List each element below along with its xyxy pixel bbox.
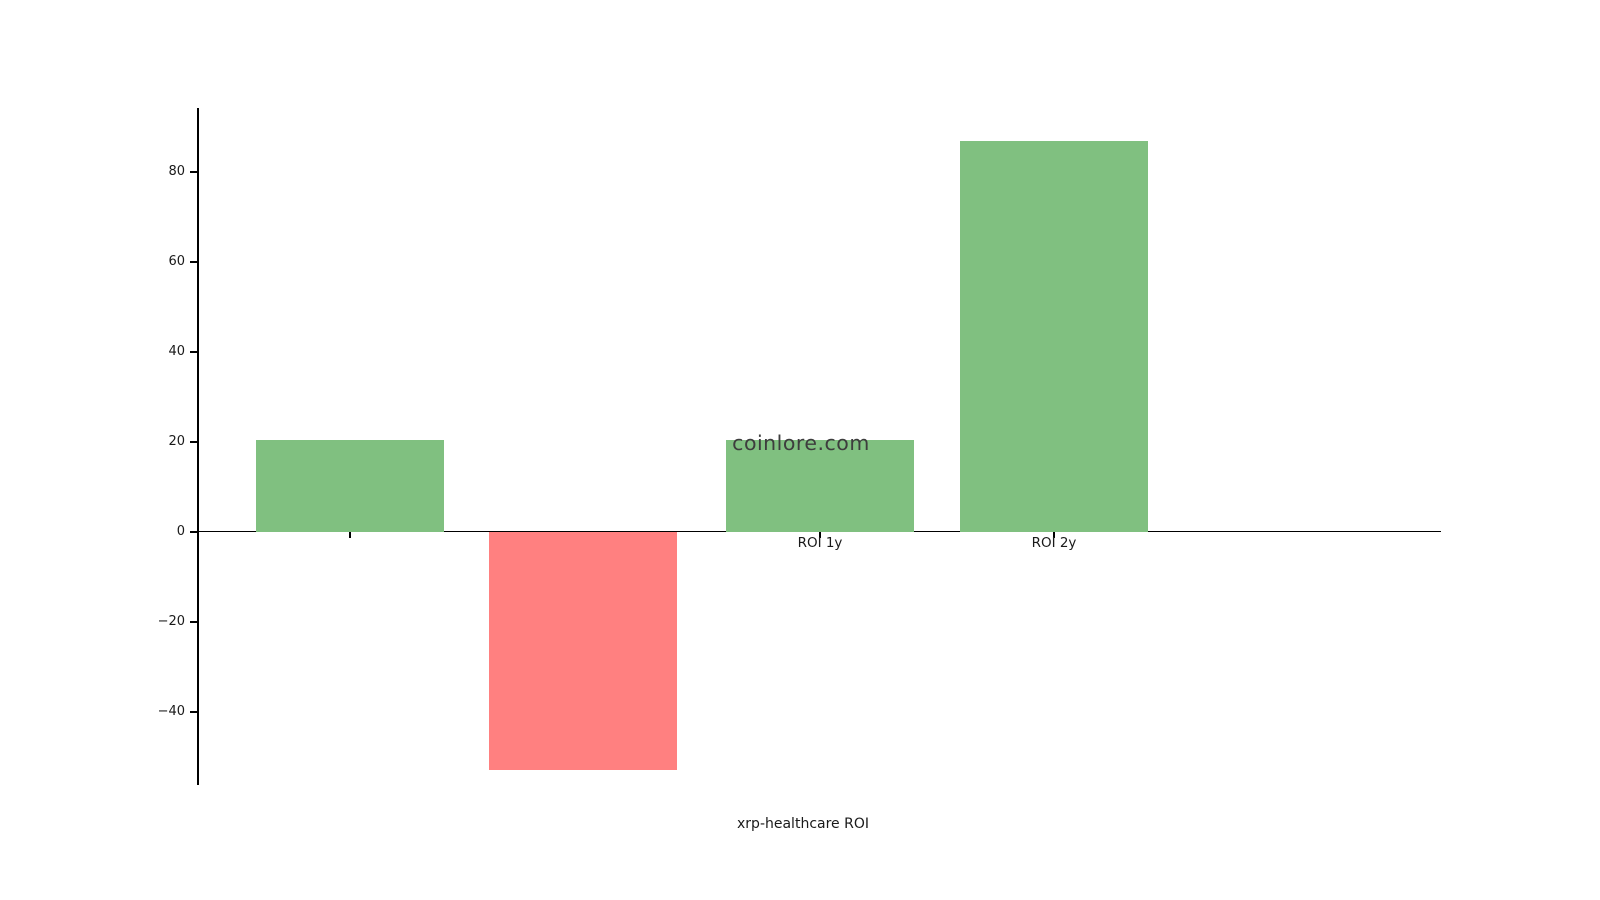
y-tick-label: −20 bbox=[157, 614, 185, 629]
chart-title: xrp-healthcare ROI bbox=[737, 816, 869, 832]
y-tick-label: −40 bbox=[157, 704, 185, 719]
watermark-text: coinlore.com bbox=[732, 431, 870, 455]
bar-category-2 bbox=[489, 532, 677, 771]
y-tick-label: 40 bbox=[168, 344, 185, 359]
y-tick-label: 0 bbox=[176, 524, 185, 539]
y-tick-label: 20 bbox=[168, 434, 185, 449]
y-tick-label: 60 bbox=[168, 254, 185, 269]
bar-roi-2y bbox=[960, 140, 1148, 532]
y-tick-mark bbox=[190, 441, 197, 443]
y-tick-mark bbox=[190, 351, 197, 353]
y-tick-mark bbox=[190, 171, 197, 173]
x-tick-mark bbox=[819, 532, 821, 538]
bar-category-1 bbox=[256, 440, 444, 532]
y-axis-spine bbox=[197, 108, 199, 785]
y-tick-mark bbox=[190, 531, 197, 533]
y-tick-mark bbox=[190, 711, 197, 713]
y-tick-label: 80 bbox=[168, 164, 185, 179]
x-tick-mark bbox=[1053, 532, 1055, 538]
y-tick-mark bbox=[190, 621, 197, 623]
y-tick-mark bbox=[190, 261, 197, 263]
x-tick-mark bbox=[349, 532, 351, 538]
bar-roi-1y bbox=[726, 440, 914, 532]
x-tick-label-roi-1y: ROI 1y bbox=[797, 535, 843, 551]
x-tick-label-roi-2y: ROI 2y bbox=[1031, 535, 1077, 551]
